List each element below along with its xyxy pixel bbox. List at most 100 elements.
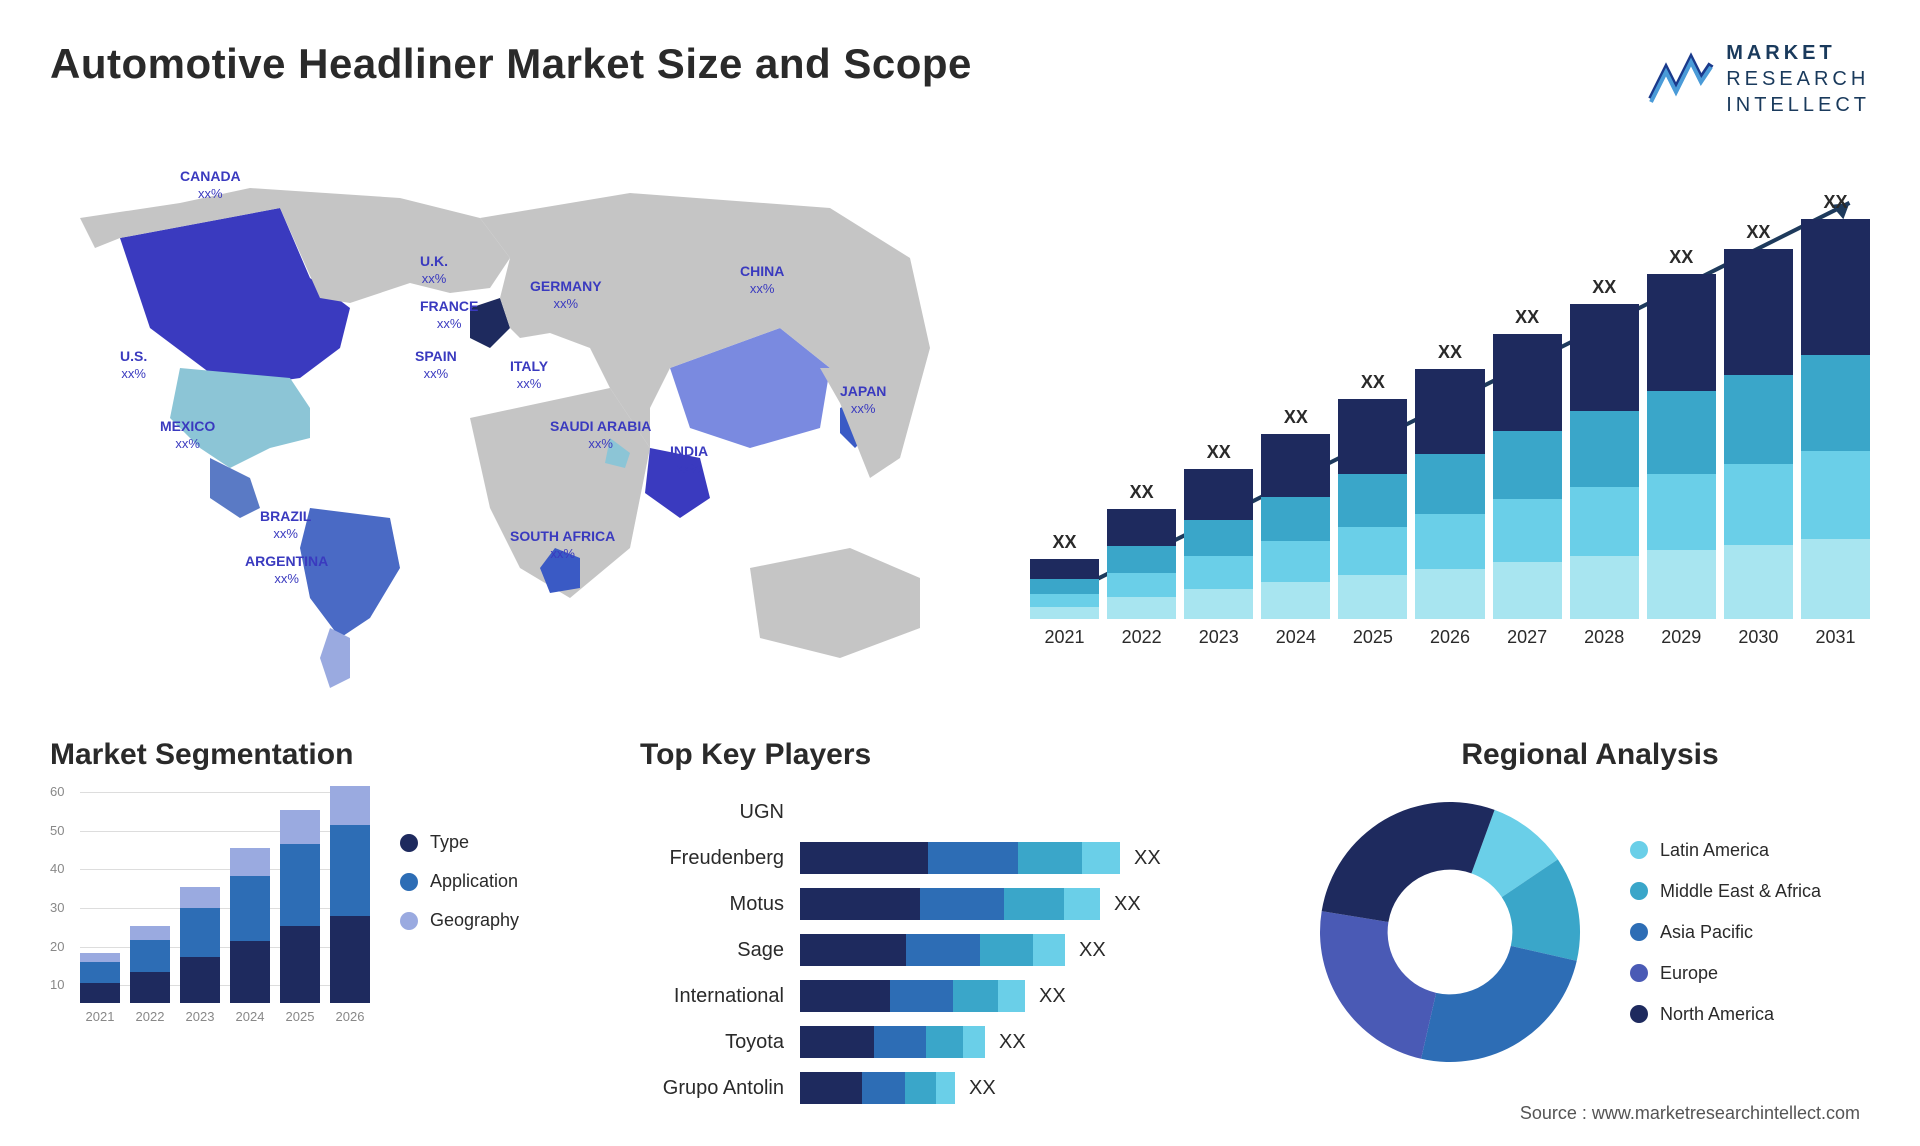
seg-ytick: 40 bbox=[50, 861, 64, 876]
map-label: SOUTH AFRICAxx% bbox=[510, 528, 615, 562]
kp-row: Grupo Antolin XX bbox=[640, 1068, 1280, 1108]
growth-bar: XX2030 bbox=[1724, 222, 1793, 648]
seg-bar-year: 2026 bbox=[336, 1009, 365, 1024]
seg-bar: 2026 bbox=[330, 786, 370, 1024]
kp-name: Motus bbox=[640, 893, 800, 916]
growth-bar-year: 2021 bbox=[1045, 627, 1085, 648]
legend-label: Europe bbox=[1660, 963, 1718, 984]
seg-legend-item: Type bbox=[400, 832, 519, 853]
growth-bar: XX 2027 bbox=[1493, 307, 1562, 648]
seg-bar-year: 2024 bbox=[236, 1009, 265, 1024]
kp-row: International XX bbox=[640, 976, 1280, 1016]
kp-row: UGN bbox=[640, 792, 1280, 832]
growth-bar-value: XX bbox=[1515, 307, 1539, 328]
regional-legend-item: North America bbox=[1630, 1004, 1821, 1025]
growth-bar-year: 2022 bbox=[1122, 627, 1162, 648]
regional-legend-item: Middle East & Africa bbox=[1630, 881, 1821, 902]
kp-name: Grupo Antolin bbox=[640, 1077, 800, 1100]
growth-bar-year: 2026 bbox=[1430, 627, 1470, 648]
growth-bar: XX2021 bbox=[1030, 532, 1099, 648]
legend-swatch bbox=[1630, 964, 1648, 982]
segmentation-chart: 102030405060202120222023202420252026 bbox=[50, 792, 370, 1052]
map-region bbox=[210, 458, 260, 518]
growth-bar-year: 2023 bbox=[1199, 627, 1239, 648]
kp-value: XX bbox=[1134, 847, 1161, 870]
kp-name: Toyota bbox=[640, 1031, 800, 1054]
map-label: U.S.xx% bbox=[120, 348, 147, 382]
legend-label: Latin America bbox=[1660, 840, 1769, 861]
kp-value: XX bbox=[969, 1077, 996, 1100]
donut-slice bbox=[1322, 802, 1495, 922]
map-label: SAUDI ARABIAxx% bbox=[550, 418, 651, 452]
map-label: BRAZILxx% bbox=[260, 508, 311, 542]
seg-legend-item: Geography bbox=[400, 910, 519, 931]
growth-bar: XX2029 bbox=[1647, 247, 1716, 648]
seg-ytick: 30 bbox=[50, 900, 64, 915]
map-label: ITALYxx% bbox=[510, 358, 548, 392]
growth-bar-year: 2029 bbox=[1661, 627, 1701, 648]
map-label: FRANCExx% bbox=[420, 298, 478, 332]
segmentation-legend: Type Application Geography bbox=[400, 792, 519, 1052]
growth-bar: XX2024 bbox=[1261, 407, 1330, 648]
brand-logo: MARKET RESEARCH INTELLECT bbox=[1646, 40, 1870, 118]
kp-name: Sage bbox=[640, 939, 800, 962]
kp-row: Freudenberg XX bbox=[640, 838, 1280, 878]
map-label: MEXICOxx% bbox=[160, 418, 215, 452]
source-text: Source : www.marketresearchintellect.com bbox=[1520, 1103, 1860, 1124]
growth-chart: XX2021XX2022XX2023XX2024XX2025XX2026XX20… bbox=[1030, 148, 1870, 688]
world-map: CANADAxx% U.S.xx% MEXICOxx% BRAZILxx% ARGENT… bbox=[50, 148, 990, 688]
seg-bar-year: 2025 bbox=[286, 1009, 315, 1024]
kp-row: Sage XX bbox=[640, 930, 1280, 970]
map-region bbox=[750, 548, 920, 658]
legend-label: Middle East & Africa bbox=[1660, 881, 1821, 902]
seg-bar: 2023 bbox=[180, 887, 220, 1024]
map-label: SPAINxx% bbox=[415, 348, 457, 382]
seg-ytick: 50 bbox=[50, 823, 64, 838]
key-players-chart: UGNFreudenbergXXMotusXXSageXXInternation… bbox=[640, 792, 1280, 1108]
kp-name: Freudenberg bbox=[640, 847, 800, 870]
seg-bar: 2024 bbox=[230, 848, 270, 1024]
legend-swatch bbox=[1630, 882, 1648, 900]
map-region bbox=[320, 628, 350, 688]
map-label: U.K.xx% bbox=[420, 253, 448, 287]
growth-bar-value: XX bbox=[1592, 277, 1616, 298]
page-title: Automotive Headliner Market Size and Sco… bbox=[50, 40, 972, 88]
legend-label: Type bbox=[430, 832, 469, 853]
growth-bar-value: XX bbox=[1823, 192, 1847, 213]
growth-bar: XX 2031 bbox=[1801, 192, 1870, 648]
growth-bar-value: XX bbox=[1361, 372, 1385, 393]
legend-label: Geography bbox=[430, 910, 519, 931]
seg-bar-year: 2023 bbox=[186, 1009, 215, 1024]
legend-label: Application bbox=[430, 871, 518, 892]
kp-name: International bbox=[640, 985, 800, 1008]
map-label: CANADAxx% bbox=[180, 168, 241, 202]
seg-bar: 2022 bbox=[130, 926, 170, 1024]
growth-bar: XX2028 bbox=[1570, 277, 1639, 648]
map-label: GERMANYxx% bbox=[530, 278, 602, 312]
seg-bar-year: 2022 bbox=[136, 1009, 165, 1024]
kp-value: XX bbox=[1079, 939, 1106, 962]
legend-label: Asia Pacific bbox=[1660, 922, 1753, 943]
segmentation-title: Market Segmentation bbox=[50, 738, 610, 772]
growth-bar-year: 2027 bbox=[1507, 627, 1547, 648]
legend-swatch bbox=[1630, 841, 1648, 859]
map-label: ARGENTINAxx% bbox=[245, 553, 328, 587]
growth-bar-value: XX bbox=[1746, 222, 1770, 243]
legend-swatch bbox=[400, 873, 418, 891]
kp-value: XX bbox=[1114, 893, 1141, 916]
legend-swatch bbox=[1630, 1005, 1648, 1023]
legend-swatch bbox=[1630, 923, 1648, 941]
seg-bar-year: 2021 bbox=[86, 1009, 115, 1024]
kp-value: XX bbox=[999, 1031, 1026, 1054]
kp-value: XX bbox=[1039, 985, 1066, 1008]
growth-bar: XX2022 bbox=[1107, 482, 1176, 648]
growth-bar-year: 2031 bbox=[1815, 627, 1855, 648]
legend-swatch bbox=[400, 912, 418, 930]
growth-bar: XX2025 bbox=[1338, 372, 1407, 648]
seg-ytick: 10 bbox=[50, 977, 64, 992]
map-label: CHINAxx% bbox=[740, 263, 784, 297]
regional-legend-item: Latin America bbox=[1630, 840, 1821, 861]
regional-legend-item: Europe bbox=[1630, 963, 1821, 984]
logo-icon bbox=[1646, 44, 1716, 114]
donut-slice bbox=[1421, 946, 1577, 1062]
